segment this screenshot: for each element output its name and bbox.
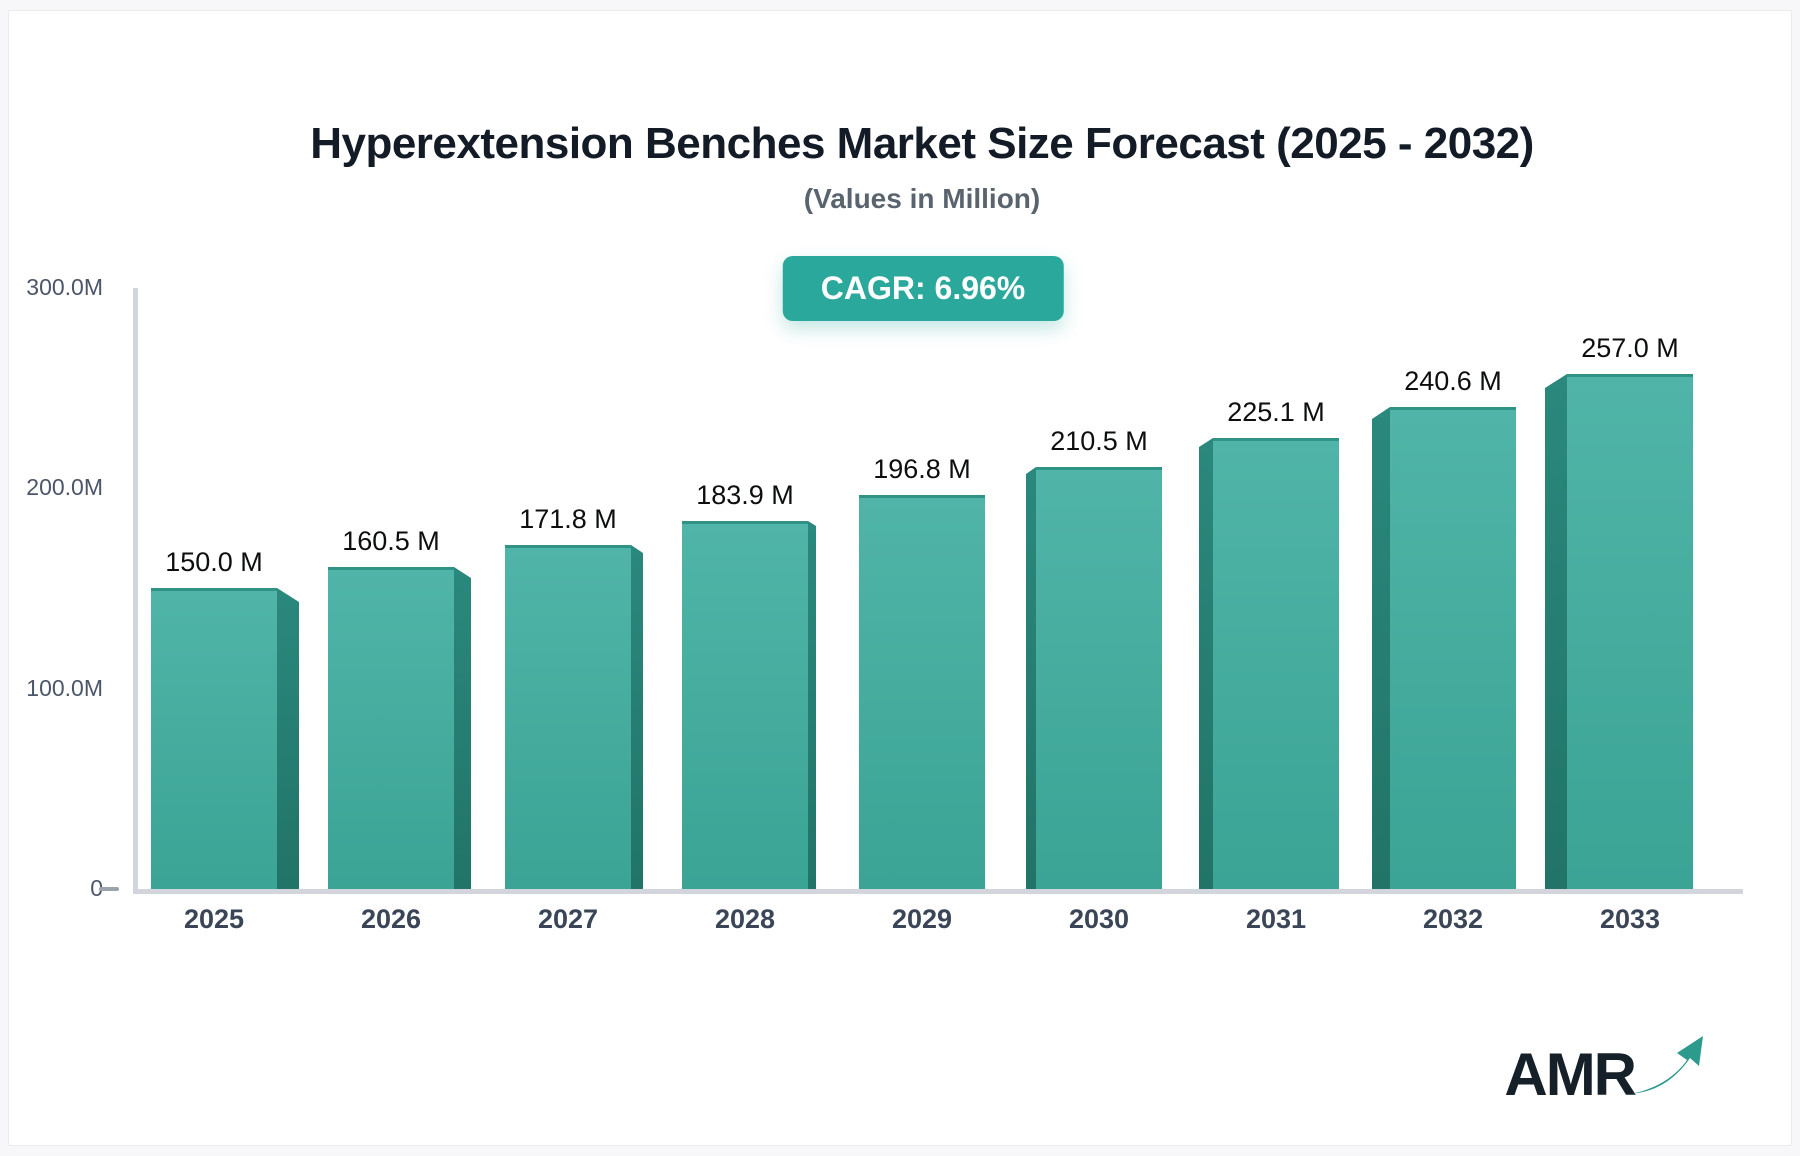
bar bbox=[682, 521, 808, 889]
y-axis-tick-label: 300.0M bbox=[26, 274, 103, 300]
bar-3d-side bbox=[454, 567, 471, 889]
bar-value-label: 257.0 M bbox=[1581, 333, 1679, 363]
bar bbox=[328, 567, 454, 889]
x-axis-line bbox=[133, 889, 1743, 894]
cagr-badge: CAGR: 6.96% bbox=[782, 256, 1064, 321]
x-axis-tick-label: 2032 bbox=[1422, 904, 1484, 934]
x-axis-tick-label: 2031 bbox=[1245, 904, 1307, 934]
amr-logo-text: AMR bbox=[1504, 1041, 1637, 1108]
bar bbox=[505, 545, 631, 889]
x-axis-tick-label: 2026 bbox=[360, 904, 422, 934]
bar bbox=[1567, 374, 1693, 889]
x-axis-tick-label: 2029 bbox=[891, 904, 953, 934]
chart-plot-area: 300.0M 200.0M 100.0M 0 150.0 M 2025 160.5 M 202… bbox=[9, 11, 1791, 1145]
bar-3d-side bbox=[1199, 438, 1213, 889]
bar-3d-side bbox=[277, 588, 299, 889]
bar-3d-side bbox=[1372, 407, 1390, 889]
chart-card: Hyperextension Benches Market Size Forec… bbox=[8, 10, 1792, 1146]
x-axis-tick-label: 2025 bbox=[183, 904, 245, 934]
y-axis-line bbox=[133, 288, 138, 894]
chart-title: Hyperextension Benches Market Size Forec… bbox=[310, 119, 1534, 168]
growth-arrow-icon bbox=[1629, 1034, 1705, 1103]
x-axis-tick-label: 2030 bbox=[1068, 904, 1130, 934]
bar bbox=[1390, 407, 1516, 889]
bar-3d-side bbox=[1545, 374, 1567, 889]
bar-value-label: 183.9 M bbox=[696, 480, 794, 510]
bar bbox=[1213, 438, 1339, 889]
bar-value-label: 225.1 M bbox=[1227, 397, 1325, 427]
bar-value-label: 240.6 M bbox=[1404, 366, 1502, 396]
bar-3d-side bbox=[808, 521, 816, 889]
chart-subtitle: (Values in Million) bbox=[803, 183, 1041, 214]
zero-tick-mark bbox=[99, 887, 119, 891]
bar bbox=[1036, 467, 1162, 889]
x-axis-tick-label: 2027 bbox=[537, 904, 599, 934]
y-axis-tick-label: 200.0M bbox=[26, 474, 103, 501]
bar-value-label: 171.8 M bbox=[519, 504, 617, 534]
bar-value-label: 210.5 M bbox=[1050, 426, 1148, 456]
y-axis-tick-label: 0 bbox=[90, 875, 103, 901]
amr-logo: AMR bbox=[1504, 1034, 1705, 1105]
x-axis-tick-label: 2033 bbox=[1599, 904, 1661, 934]
bar bbox=[151, 588, 277, 889]
bar bbox=[859, 495, 985, 889]
bar-value-label: 196.8 M bbox=[873, 454, 971, 484]
x-axis-tick-label: 2028 bbox=[714, 904, 776, 934]
y-axis-tick-label: 100.0M bbox=[26, 674, 103, 701]
bar-value-label: 150.0 M bbox=[165, 547, 263, 577]
bar-3d-side bbox=[1026, 467, 1036, 889]
bar-value-label: 160.5 M bbox=[342, 526, 440, 556]
bar-3d-side bbox=[631, 545, 643, 889]
